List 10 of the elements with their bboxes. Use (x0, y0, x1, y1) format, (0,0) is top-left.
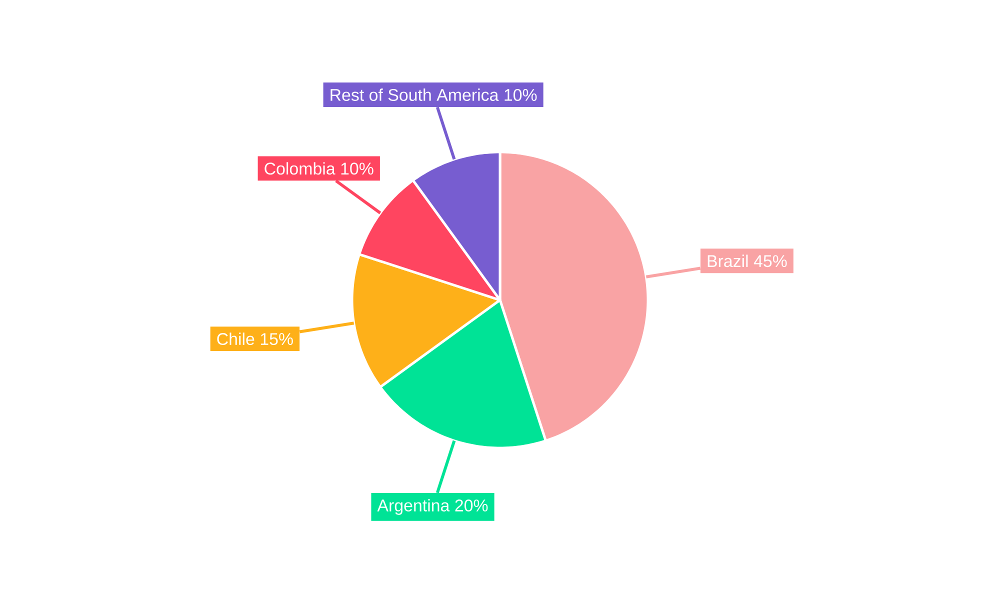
data-label: 10% (341, 162, 374, 175)
data-label: 20% (455, 499, 488, 512)
slice-label: Rest of South America (330, 88, 499, 101)
slice-label: Chile (217, 332, 254, 346)
data-label: 10% (504, 88, 537, 101)
slice-label: Argentina (377, 499, 450, 515)
slice-label: Colombia (264, 162, 336, 175)
data-label: 45% (754, 255, 787, 268)
data-label: 15% (260, 333, 293, 346)
slice-label: Brazil (708, 254, 748, 268)
